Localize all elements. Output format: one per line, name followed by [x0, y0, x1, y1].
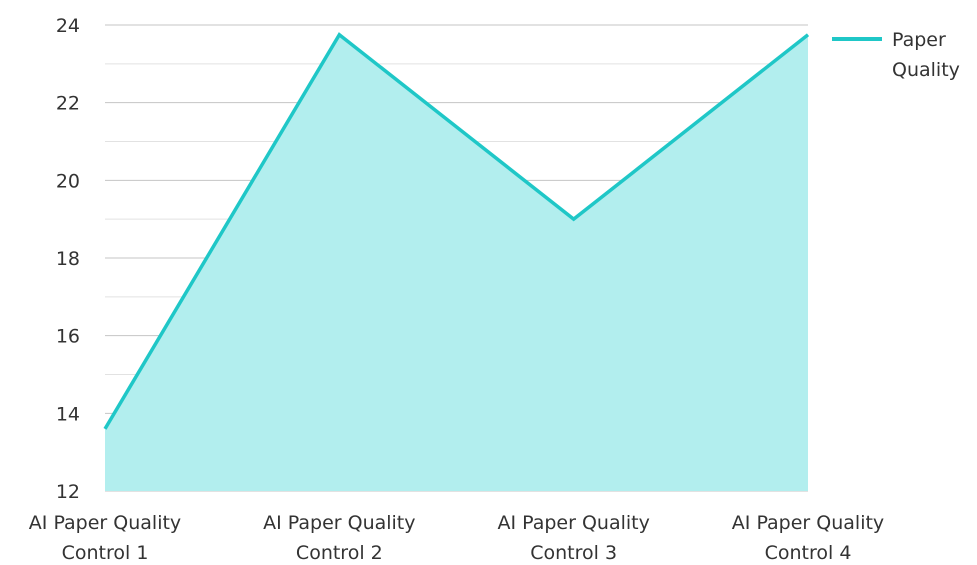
legend-label: Paper Quality: [892, 29, 960, 81]
y-tick-label: 14: [56, 403, 80, 425]
series-area-fill: [105, 34, 808, 491]
y-tick-label: 22: [56, 93, 80, 115]
y-tick-label: 16: [56, 326, 80, 348]
x-axis: AI Paper Quality Control 1 AI Paper Qualit…: [29, 512, 884, 564]
plot-area: [103, 32, 810, 491]
y-tick-label: 18: [56, 248, 80, 270]
y-axis: 12 14 16 18 20 22 24: [56, 15, 80, 503]
y-tick-label: 24: [56, 15, 80, 37]
x-tick-label: AI Paper Quality Control 3: [497, 512, 649, 564]
x-tick-label: AI Paper Quality Control 1: [29, 512, 181, 564]
y-tick-label: 20: [56, 170, 80, 192]
x-tick-label: AI Paper Quality Control 2: [263, 512, 415, 564]
x-tick-label: AI Paper Quality Control 4: [732, 512, 884, 564]
y-tick-label: 12: [56, 481, 80, 503]
series-line[interactable]: [103, 32, 810, 430]
legend[interactable]: Paper Quality: [832, 29, 960, 81]
